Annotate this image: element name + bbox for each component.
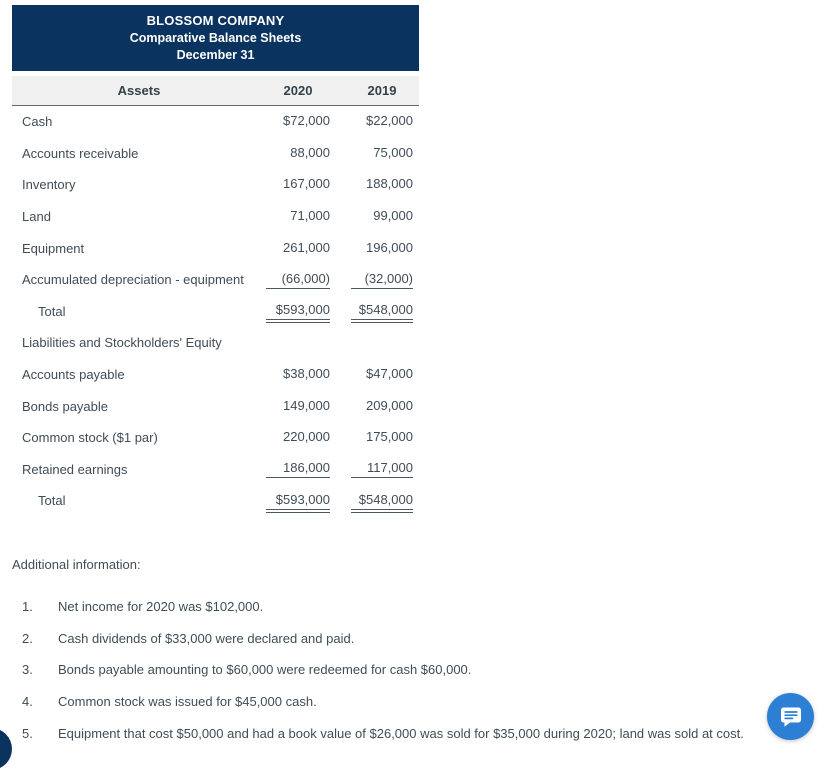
additional-info-heading: Additional information: [12,557,141,572]
amount-2020: $72,000 [283,113,330,129]
amount-2020: 186,000 [266,460,330,479]
item-text: Bonds payable amounting to $60,000 were … [58,662,472,678]
section-heading-row: Liabilities and Stockholders' Equity [12,327,419,359]
list-item: 1. Net income for 2020 was $102,000. [12,591,818,623]
list-item: 4. Common stock was issued for $45,000 c… [12,686,818,718]
list-item: 3. Bonds payable amounting to $60,000 we… [12,654,818,686]
amount-2019: $548,000 [351,492,413,513]
row-label: Bonds payable [22,398,109,414]
row-label: Retained earnings [22,461,128,477]
comparative-balance-sheet: BLOSSOM COMPANY Comparative Balance Shee… [12,5,419,517]
amount-2019: 209,000 [366,397,413,413]
additional-info-list: 1. Net income for 2020 was $102,000. 2. … [12,591,818,749]
table-row: Bonds payable 149,000 209,000 [12,390,419,422]
list-item: 2. Cash dividends of $33,000 were declar… [12,623,818,655]
table-row: Common stock ($1 par) 220,000 175,000 [12,422,419,454]
column-header-assets: Assets [117,83,161,98]
amount-2019: 99,000 [373,208,413,224]
total-row-liabilities: Total $593,000 $548,000 [12,485,419,517]
row-label: Total [38,303,66,319]
row-label: Total [38,493,66,509]
table-row: Cash $72,000 $22,000 [12,106,419,138]
table-header-row: Assets 2020 2019 [12,76,419,106]
item-text: Common stock was issued for $45,000 cash… [58,694,317,710]
company-name: BLOSSOM COMPANY [146,13,285,28]
row-label: Land [22,209,51,225]
table-row: Equipment 261,000 196,000 [12,232,419,264]
amount-2019: $548,000 [351,302,413,324]
statement-header: BLOSSOM COMPANY Comparative Balance Shee… [12,5,419,71]
edge-nav-badge[interactable] [0,728,12,770]
table-row: Accounts receivable 88,000 75,000 [12,138,419,170]
statement-date: December 31 [176,48,255,62]
row-label: Accumulated depreciation - equipment [22,272,244,288]
amount-2020: 149,000 [283,397,330,413]
amount-2019: $22,000 [366,113,413,129]
row-label: Accounts receivable [22,145,139,161]
item-text: Equipment that cost $50,000 and had a bo… [58,725,744,741]
amount-2020: 88,000 [290,144,330,160]
table-row: Accounts payable $38,000 $47,000 [12,359,419,391]
amount-2019: 175,000 [366,429,413,445]
table-row: Retained earnings 186,000 117,000 [12,454,419,486]
amount-2020: (66,000) [266,271,330,289]
amount-2020: 71,000 [290,208,330,224]
row-label: Common stock ($1 par) [22,430,158,446]
amount-2020: $593,000 [266,492,330,513]
chat-bubble-icon [779,705,803,729]
row-label: Inventory [22,177,76,193]
amount-2019: 75,000 [373,144,413,160]
column-header-2020: 2020 [283,83,313,98]
table-row: Inventory 167,000 188,000 [12,169,419,201]
row-label: Cash [22,114,53,130]
table-row: Land 71,000 99,000 [12,201,419,233]
amount-2020: $38,000 [283,366,330,382]
item-number: 2. [22,630,33,646]
item-number: 5. [22,725,33,741]
amount-2020: 167,000 [283,176,330,192]
amount-2019: 117,000 [351,460,413,479]
liabilities-section-heading: Liabilities and Stockholders' Equity [22,335,222,351]
amount-2020: $593,000 [266,302,330,324]
list-item: 5. Equipment that cost $50,000 and had a… [12,717,818,749]
additional-information: Additional information: 1. Net income fo… [12,557,818,749]
chat-button[interactable] [767,693,814,740]
item-number: 1. [22,599,33,615]
amount-2019: 188,000 [366,176,413,192]
row-label: Equipment [22,240,85,256]
item-text: Cash dividends of $33,000 were declared … [58,630,355,646]
amount-2019: $47,000 [366,366,413,382]
table-row: Accumulated depreciation - equipment (66… [12,264,419,296]
column-header-2019: 2019 [367,83,397,98]
amount-2019: (32,000) [351,271,413,289]
row-label: Accounts payable [22,367,125,383]
amount-2020: 220,000 [283,429,330,445]
total-row-assets: Total $593,000 $548,000 [12,296,419,328]
amount-2019: 196,000 [366,239,413,255]
amount-2020: 261,000 [283,239,330,255]
item-text: Net income for 2020 was $102,000. [58,599,264,615]
statement-title: Comparative Balance Sheets [129,31,302,45]
item-number: 4. [22,694,33,710]
item-number: 3. [22,662,33,678]
